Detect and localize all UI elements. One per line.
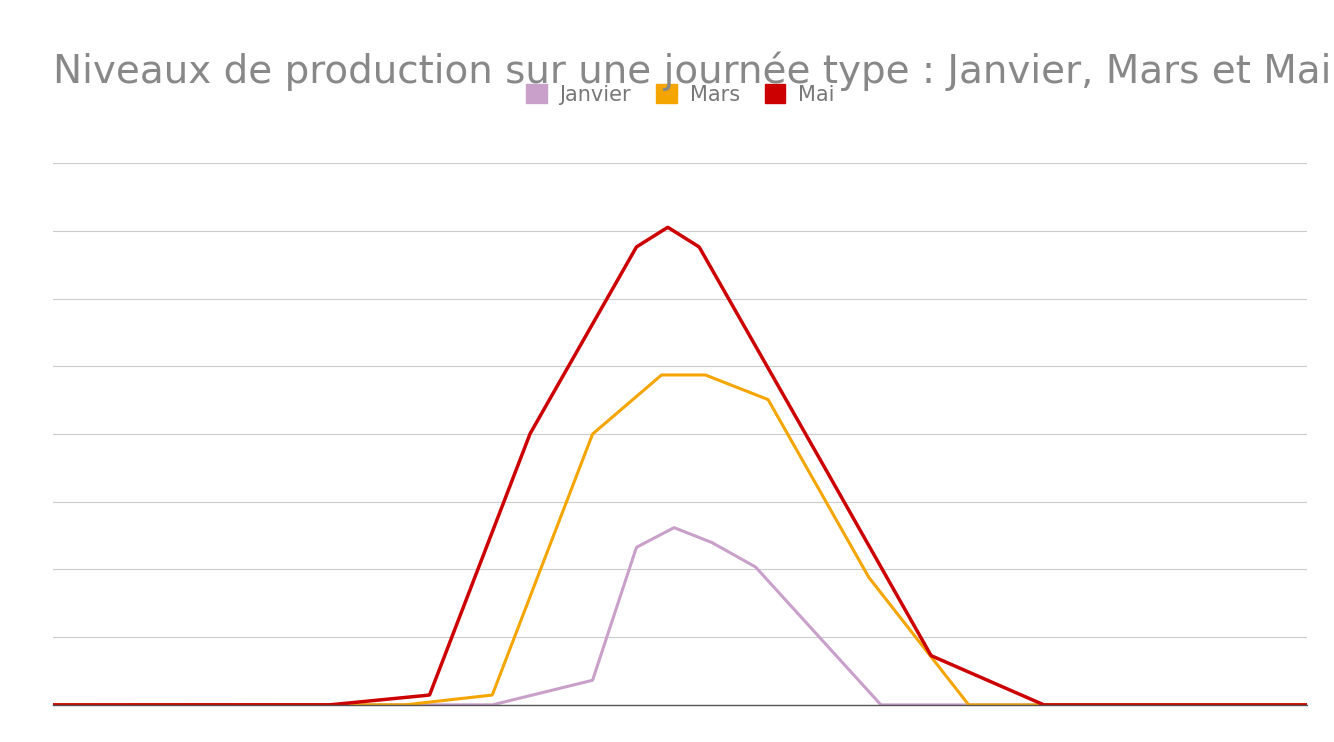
Line: Janvier: Janvier — [53, 528, 1307, 705]
Mai — [655, 226, 671, 234]
Mars — [1263, 700, 1279, 709]
Mars — [622, 398, 638, 407]
Mai — [622, 254, 638, 263]
Mai — [660, 223, 676, 232]
Mai — [109, 700, 125, 709]
Mars — [1263, 700, 1279, 709]
Mars — [1034, 700, 1050, 709]
Mars — [1299, 700, 1315, 709]
Janvier — [1263, 700, 1279, 709]
Mai — [1034, 699, 1050, 708]
Janvier — [622, 563, 638, 572]
Janvier — [45, 700, 61, 709]
Janvier — [655, 529, 671, 538]
Janvier — [109, 700, 125, 709]
Janvier — [1034, 700, 1050, 709]
Mai — [1299, 700, 1315, 709]
Legend: Janvier, Mars, Mai: Janvier, Mars, Mai — [518, 76, 843, 114]
Janvier — [1263, 700, 1279, 709]
Janvier — [1299, 700, 1315, 709]
Mai — [1263, 700, 1279, 709]
Line: Mars: Mars — [53, 375, 1307, 705]
Mars — [45, 700, 61, 709]
Mai — [45, 700, 61, 709]
Text: Niveaux de production sur une journée type : Janvier, Mars et Mai: Niveaux de production sur une journée ty… — [53, 52, 1331, 91]
Mars — [654, 370, 670, 379]
Mars — [109, 700, 125, 709]
Janvier — [667, 523, 683, 532]
Line: Mai: Mai — [53, 228, 1307, 705]
Mars — [656, 370, 672, 379]
Mai — [1263, 700, 1279, 709]
